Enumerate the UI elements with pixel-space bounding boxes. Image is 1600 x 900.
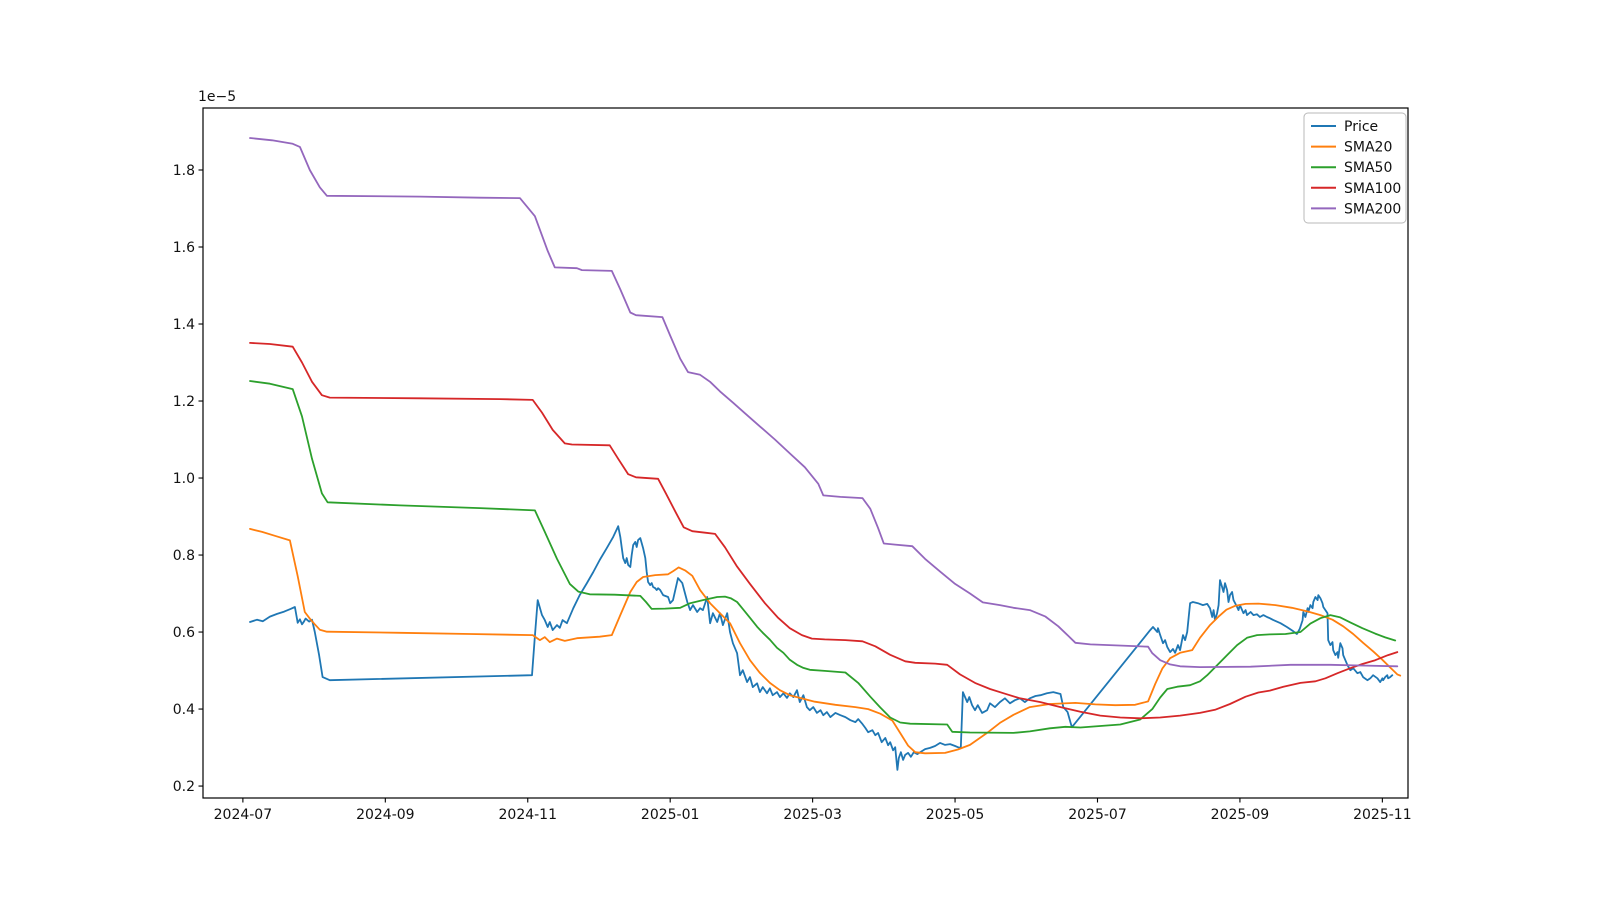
legend-label: SMA50 — [1344, 160, 1392, 176]
legend-label: SMA200 — [1344, 201, 1401, 217]
y-tick-label: 0.8 — [173, 548, 195, 564]
y-tick-label: 1.2 — [173, 394, 195, 410]
plot-border — [202, 107, 1409, 799]
y-tick-label: 1.6 — [173, 240, 195, 256]
legend-label: SMA20 — [1344, 140, 1392, 156]
y-tick-label: 0.2 — [173, 779, 195, 795]
x-tick-label: 2024-07 — [214, 807, 273, 823]
y-tick-label: 1.8 — [173, 163, 195, 179]
y-tick-label: 0.4 — [173, 702, 195, 718]
series-line-sma20 — [249, 528, 1402, 755]
series-line-sma50 — [249, 380, 1397, 734]
x-tick-label: 2025-09 — [1211, 807, 1270, 823]
y-tick-label: 1.0 — [173, 471, 195, 487]
y-axis-offset-label: 1e−5 — [198, 89, 236, 105]
x-tick-label: 2025-05 — [926, 807, 985, 823]
x-tick-label: 2025-01 — [641, 807, 700, 823]
series-line-sma200 — [249, 137, 1399, 668]
legend-entry-sma100: SMA100 — [1311, 181, 1401, 197]
x-tick-label: 2025-07 — [1068, 807, 1127, 823]
legend-label: Price — [1344, 119, 1378, 135]
series-line-sma100 — [249, 341, 1399, 720]
legend-entry-sma20: SMA20 — [1311, 140, 1392, 156]
legend: Price SMA20 SMA50 SMA100 SMA200 — [1303, 112, 1407, 224]
x-tick-label: 2025-11 — [1353, 807, 1412, 823]
x-tick-label: 2024-09 — [356, 807, 415, 823]
x-tick-label: 2024-11 — [499, 807, 558, 823]
y-tick-label: 1.4 — [173, 317, 195, 333]
legend-entry-sma50: SMA50 — [1311, 160, 1392, 176]
legend-entry-price: Price — [1311, 119, 1378, 135]
y-tick-label: 0.6 — [173, 625, 195, 641]
legend-label: SMA100 — [1344, 181, 1401, 197]
series-line-price — [249, 525, 1394, 771]
legend-entry-sma200: SMA200 — [1311, 201, 1401, 217]
x-tick-label: 2025-03 — [783, 807, 842, 823]
legend-box — [1303, 112, 1407, 224]
